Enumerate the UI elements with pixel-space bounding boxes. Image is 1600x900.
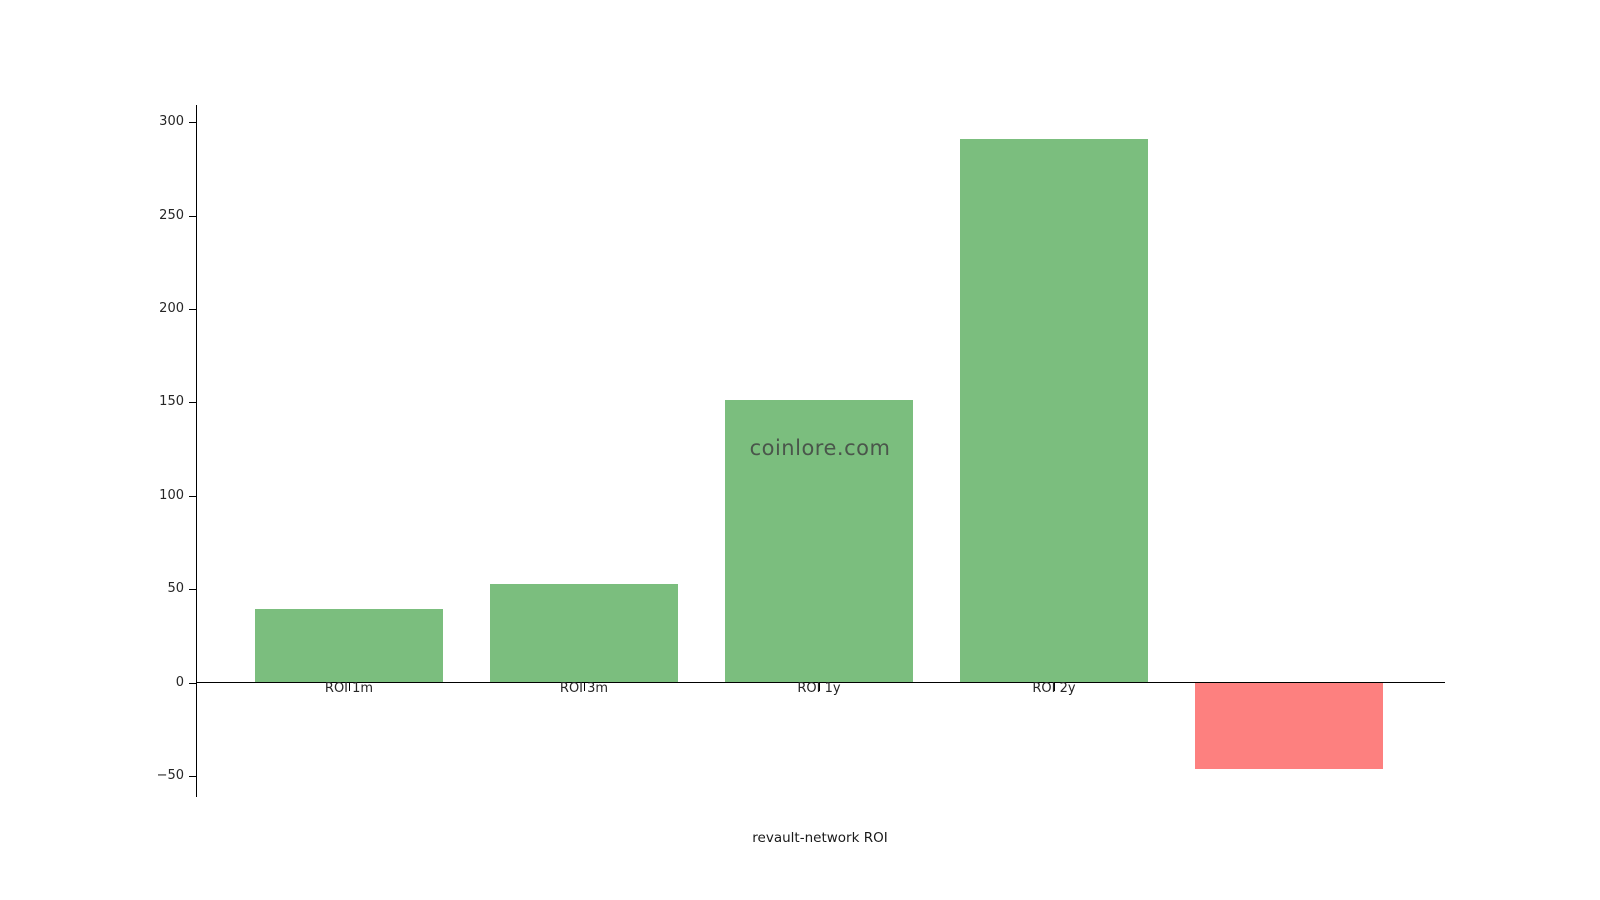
y-tick-mark xyxy=(189,776,196,777)
y-tick-label: 300 xyxy=(159,114,184,129)
x-tick-mark xyxy=(584,683,585,691)
bar-roi-1m xyxy=(255,609,443,682)
y-tick-mark xyxy=(189,402,196,403)
y-tick-label: −50 xyxy=(156,768,184,783)
x-tick-mark xyxy=(349,683,350,691)
bar-roi-3m xyxy=(490,584,678,682)
y-tick-label: 250 xyxy=(159,208,184,223)
bar-negative xyxy=(1195,683,1383,769)
x-tick-label: ROI 3m xyxy=(559,681,609,696)
bar-roi-1y xyxy=(725,400,913,683)
bar-roi-2y xyxy=(960,139,1148,683)
y-tick-label: 100 xyxy=(159,488,184,503)
y-tick-mark xyxy=(189,683,196,684)
y-tick-mark xyxy=(189,309,196,310)
y-tick-mark xyxy=(189,589,196,590)
y-tick-label: 200 xyxy=(159,301,184,316)
y-tick-mark xyxy=(189,496,196,497)
chart-title: revault-network ROI xyxy=(752,830,888,846)
x-tick-mark xyxy=(1054,683,1055,691)
x-tick-label: ROI 1y xyxy=(797,681,841,696)
x-tick-mark xyxy=(819,683,820,691)
y-tick-mark xyxy=(189,216,196,217)
watermark-text: coinlore.com xyxy=(749,436,891,460)
x-tick-label: ROI 1m xyxy=(324,681,374,696)
y-tick-label: 150 xyxy=(159,394,184,409)
y-tick-mark xyxy=(189,122,196,123)
y-tick-label: 0 xyxy=(175,675,184,690)
y-tick-label: 50 xyxy=(167,581,184,596)
x-axis-zero-line xyxy=(196,682,1445,683)
y-axis-line xyxy=(196,105,197,797)
x-tick-label: ROI 2y xyxy=(1032,681,1076,696)
